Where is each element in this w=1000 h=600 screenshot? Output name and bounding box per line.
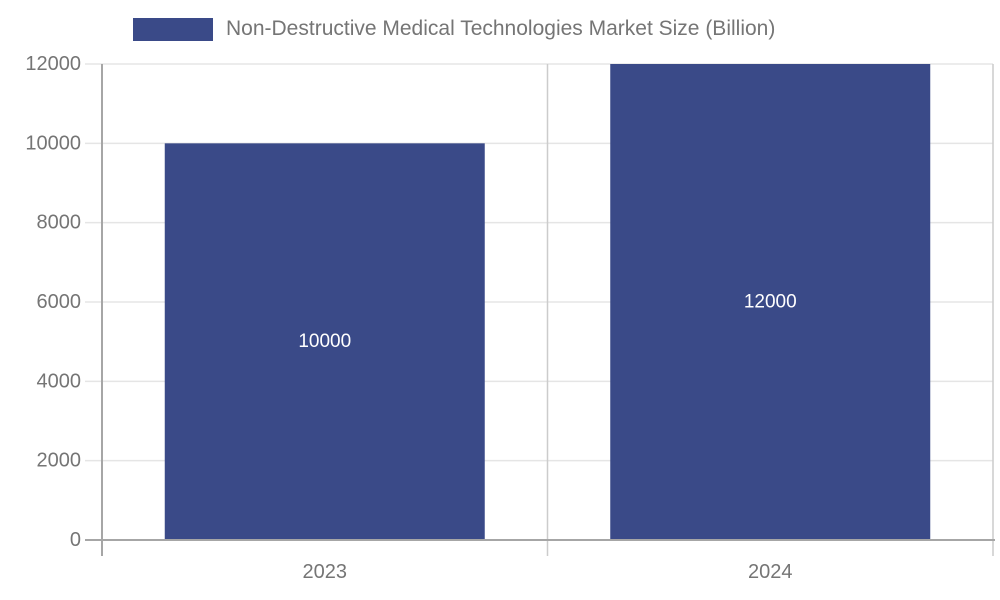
bar-2023 xyxy=(164,143,485,541)
chart-legend: Non-Destructive Medical Technologies Mar… xyxy=(133,17,775,41)
bar-value-label: 12000 xyxy=(744,292,797,313)
legend-swatch xyxy=(133,17,213,41)
bar-2024 xyxy=(610,64,931,540)
bar-value-label: 10000 xyxy=(298,331,351,352)
y-tick-label: 8000 xyxy=(37,212,82,234)
x-tick-label: 2024 xyxy=(748,561,793,583)
y-tick-label: 10000 xyxy=(25,132,81,154)
x-tick-label: 2023 xyxy=(303,561,348,583)
y-tick-label: 4000 xyxy=(37,370,82,392)
y-tick-label: 2000 xyxy=(37,450,82,472)
y-tick-label: 0 xyxy=(70,529,81,551)
y-tick-label: 12000 xyxy=(25,53,81,75)
y-tick-label: 6000 xyxy=(37,291,82,313)
chart-title: Non-Destructive Medical Technologies Mar… xyxy=(226,17,776,40)
